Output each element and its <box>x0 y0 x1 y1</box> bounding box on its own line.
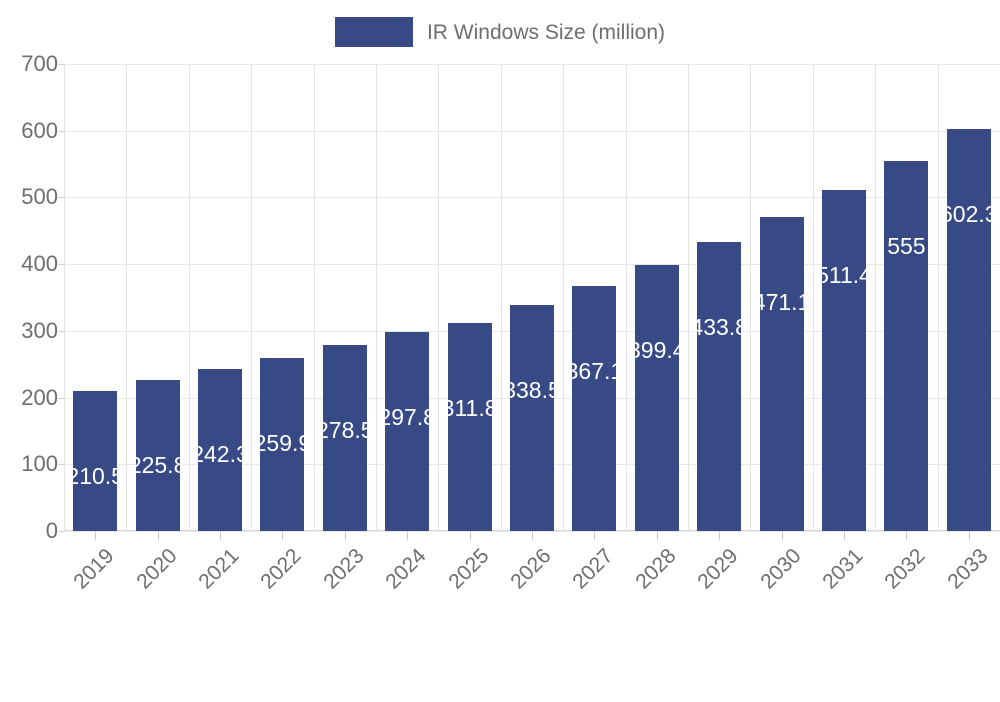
legend-label: IR Windows Size (million) <box>426 20 666 44</box>
bar-value-label: 367.1 <box>565 358 624 385</box>
x-axis-tick-mark <box>95 531 96 540</box>
y-axis-tick-label: 0 <box>45 518 58 543</box>
y-axis-tick-mark <box>58 531 64 532</box>
grid-line-horizontal <box>64 64 1000 65</box>
x-axis-tick-mark <box>345 531 346 540</box>
x-axis-tick-mark <box>906 531 907 540</box>
bar-value-label: 259.9 <box>253 429 312 456</box>
grid-line-horizontal <box>64 130 1000 132</box>
bar[interactable]: 602.3 <box>940 129 998 531</box>
grid-line-horizontal <box>64 197 1000 199</box>
x-axis-tick-mark <box>657 531 658 540</box>
bar-value-label: 602.3 <box>940 201 998 228</box>
grid-line-vertical <box>563 64 564 531</box>
y-axis-tick-label: 500 <box>21 184 58 210</box>
bar-value-label: 433.8 <box>690 313 748 340</box>
bar-value-label: 471.1 <box>752 288 811 315</box>
y-axis-tick-label: 200 <box>21 384 58 410</box>
bar[interactable]: 399.4 <box>628 264 686 531</box>
grid-line-vertical <box>251 64 252 531</box>
x-axis-tick-mark <box>532 531 533 540</box>
bar-value-label: 278.5 <box>316 417 374 444</box>
bar[interactable]: 338.5 <box>503 305 561 531</box>
bar-chart: IR Windows Size (million) 0 100 200 300 400 5… <box>0 13 1000 600</box>
y-axis-tick-mark <box>58 130 64 132</box>
y-axis-tick-mark <box>58 397 64 399</box>
bar-value-label: 297.8 <box>378 404 436 431</box>
grid-line-vertical <box>438 64 439 531</box>
x-axis-tick-mark <box>782 531 783 540</box>
grid-line-vertical <box>750 64 751 531</box>
y-axis-tick-mark <box>58 197 64 199</box>
y-axis-tick-mark <box>58 264 64 266</box>
grid-line-vertical <box>126 64 127 531</box>
grid-line-vertical <box>875 64 876 531</box>
bar-value-label: 511.4 <box>816 261 872 288</box>
y-axis-tick-label: 600 <box>21 117 58 143</box>
bar[interactable]: 225.8 <box>129 380 186 531</box>
chart-legend: IR Windows Size (million) <box>0 13 1000 51</box>
bar-value-label: 311.8 <box>441 395 498 421</box>
x-axis: 2019 2020 2021 2022 2023 2024 2025 2026 2027 2028… <box>64 531 1000 600</box>
y-axis-tick-label: 400 <box>21 251 58 277</box>
grid-line-horizontal <box>64 264 1000 266</box>
grid-line-vertical <box>813 64 814 531</box>
x-axis-tick-mark <box>844 531 845 540</box>
bar[interactable]: 367.1 <box>566 286 623 531</box>
bar-value-label: 210.5 <box>66 462 124 489</box>
x-axis-tick-mark <box>719 531 720 540</box>
y-axis-tick-mark <box>58 330 64 332</box>
plot-area: 210.5 225.8 242.3 259.9 278.5 297.8 311.8 338.5… <box>64 64 1000 532</box>
bar-value-label: 338.5 <box>503 377 561 404</box>
y-axis-tick-label: 300 <box>21 317 58 343</box>
grid-line-vertical <box>64 64 65 531</box>
bar[interactable]: 297.8 <box>378 332 436 531</box>
bar[interactable]: 555 <box>884 160 929 531</box>
x-axis-tick-mark <box>594 531 595 540</box>
grid-line-vertical <box>938 64 939 531</box>
grid-line-vertical <box>314 64 315 531</box>
x-axis-tick-mark <box>969 531 970 540</box>
x-axis-tick-mark <box>470 531 471 540</box>
bar[interactable]: 311.8 <box>442 323 498 531</box>
bar-value-label: 399.4 <box>628 336 686 363</box>
bar-value-label: 225.8 <box>128 452 187 479</box>
grid-line-vertical <box>501 64 502 531</box>
x-axis-tick-mark <box>220 531 221 540</box>
legend-item-ir-windows-size[interactable]: IR Windows Size (million) <box>334 17 666 47</box>
legend-swatch-icon <box>334 17 413 47</box>
y-axis-tick-mark <box>58 64 64 65</box>
grid-line-vertical <box>626 64 627 531</box>
bar[interactable]: 210.5 <box>66 390 124 531</box>
grid-line-vertical <box>376 64 377 531</box>
y-axis-tick-mark <box>58 464 64 466</box>
bar[interactable]: 259.9 <box>254 357 311 531</box>
grid-line-vertical <box>189 64 190 531</box>
bar[interactable]: 433.8 <box>690 241 748 531</box>
grid-line-vertical <box>688 64 689 531</box>
bar[interactable]: 278.5 <box>316 345 374 531</box>
bar-value-label: 555 <box>887 232 926 259</box>
y-axis-tick-label: 100 <box>21 451 58 477</box>
x-axis-tick-mark <box>158 531 159 540</box>
bar[interactable]: 471.1 <box>753 216 810 531</box>
x-axis-tick-mark <box>282 531 283 540</box>
y-axis-tick-label: 700 <box>21 51 58 76</box>
bar[interactable]: 242.3 <box>191 369 249 531</box>
bar[interactable]: 511.4 <box>816 189 872 531</box>
y-axis: 0 100 200 300 400 500 600 700 <box>0 53 64 542</box>
x-axis-tick-mark <box>407 531 408 540</box>
bar-value-label: 242.3 <box>191 441 249 468</box>
